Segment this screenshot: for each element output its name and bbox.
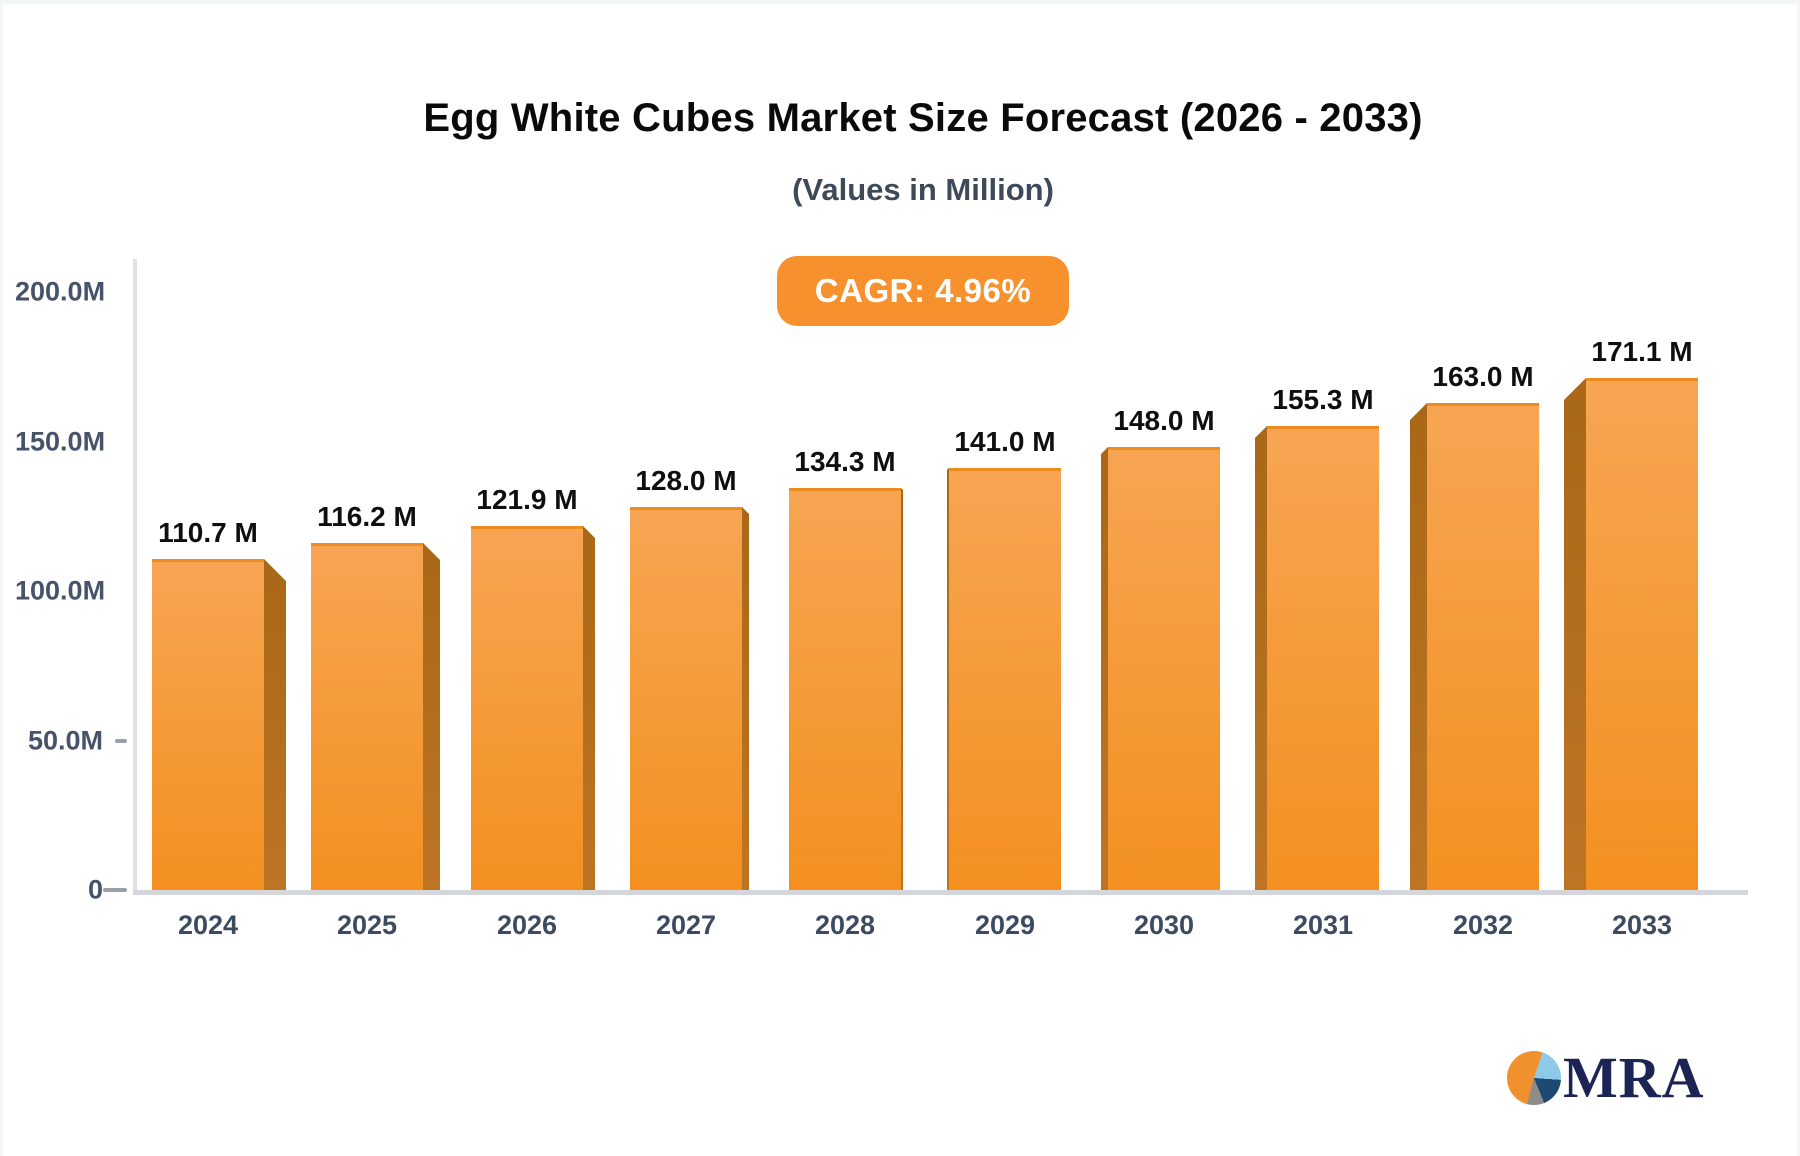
bar [1586,378,1698,890]
pie-chart-logo-icon [1507,1050,1561,1105]
bar-side-face [423,543,440,890]
bar [1108,447,1220,890]
bar-side-face [901,488,903,890]
x-axis-category-label: 2030 [1133,910,1195,940]
bar [471,526,583,890]
chart-subtitle: (Values in Million) [792,172,1054,207]
x-axis-category-label: 2024 [177,910,239,940]
x-axis-category-label: 2033 [1611,910,1673,940]
bar-side-face [1564,378,1586,890]
bar-value-label: 163.0 M [1432,361,1534,392]
y-axis-line [133,259,137,894]
bar [311,543,423,890]
y-axis-tick-label: 100.0M [15,575,106,606]
bar-value-label: 148.0 M [1113,405,1215,436]
bar-value-label: 171.1 M [1591,336,1693,367]
bar-side-face [947,468,949,890]
x-axis-baseline [133,890,1748,895]
bar-side-face [1101,447,1108,890]
x-axis-category-label: 2032 [1452,910,1514,940]
bar-value-label: 141.0 M [954,426,1056,457]
bar-value-label: 110.7 M [158,517,258,548]
logo-text: MRA [1563,1045,1705,1110]
chart-title: Egg White Cubes Market Size Forecast (20… [423,96,1423,140]
y-axis-tick-mark [115,738,127,743]
bar-side-face [583,526,595,890]
bar-side-face [264,559,286,890]
x-axis-category-label: 2026 [496,910,558,940]
bar-side-face [742,507,749,890]
x-axis-category-label: 2027 [655,910,717,940]
bar-value-label: 128.0 M [635,465,737,496]
x-axis-category-label: 2025 [336,910,398,940]
y-axis-tick-label: 0 [87,874,103,905]
bar [152,559,264,890]
bar-value-label: 155.3 M [1272,384,1374,415]
bar-side-face [1410,403,1427,890]
bar-value-label: 134.3 M [794,446,896,477]
bar-side-face [1255,426,1267,890]
cagr-badge: CAGR: 4.96% [776,256,1070,326]
x-axis-category-label: 2029 [974,910,1036,940]
bar [949,468,1061,890]
bar-value-label: 121.9 M [476,484,578,515]
bar [789,488,901,890]
y-axis-tick-label: 50.0M [27,725,103,755]
mra-logo: MRA [1507,1044,1705,1111]
bar [1267,426,1379,890]
bar [630,507,742,890]
x-axis-category-label: 2031 [1292,910,1354,940]
bar [1427,403,1539,890]
y-axis-tick-label: 200.0M [15,276,106,307]
x-axis-category-label: 2028 [814,910,876,940]
bar-value-label: 116.2 M [317,501,417,532]
y-axis-tick-mark [103,888,127,892]
y-axis-tick-label: 150.0M [15,426,106,456]
cagr-badge-row: CAGR: 4.96% [43,256,1797,326]
